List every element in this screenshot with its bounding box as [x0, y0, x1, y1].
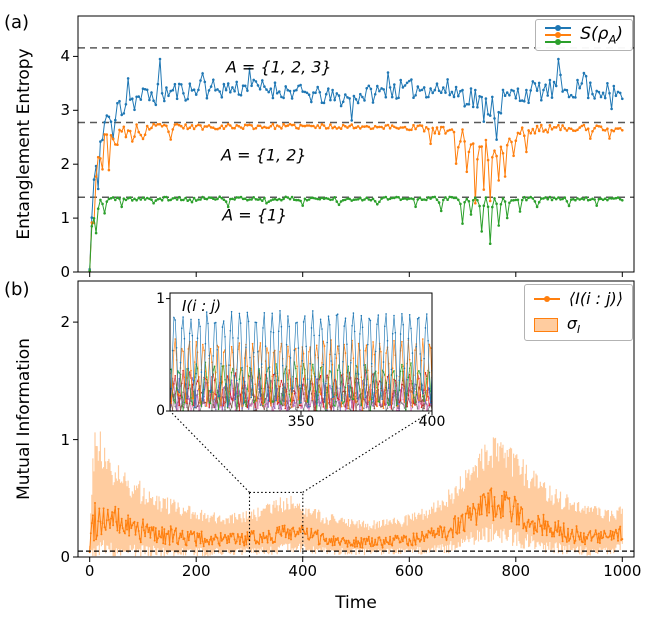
tick-label: 800	[501, 562, 531, 580]
inset-plot	[166, 292, 433, 415]
tick-label: 3	[60, 101, 70, 120]
tick-label: 0	[156, 403, 165, 419]
line-marker-icon	[555, 32, 562, 39]
legend-a-label-sub: A	[608, 32, 617, 47]
legend-b-patch-handle	[533, 318, 558, 333]
zoom-connector-right	[302, 410, 433, 493]
zoom-connector-left	[169, 410, 250, 493]
tick-label: 4	[60, 47, 70, 66]
tick-label: 2	[60, 155, 70, 174]
legend-a-handles	[545, 25, 572, 46]
legend-b-row-sigma: σI	[533, 314, 580, 336]
panel-b-label: (b)	[4, 279, 30, 300]
tick-label: 0	[84, 562, 95, 580]
inset-title: I(i : j)	[182, 297, 222, 315]
entropy-series-markers	[88, 57, 624, 271]
legend-panel-a: S(ρA)	[535, 19, 633, 52]
panel-a-spines	[77, 15, 635, 273]
tick-label: 0	[60, 548, 70, 566]
legend-a-handle-0	[545, 25, 572, 32]
legend-a-label: S(ρA)	[580, 24, 623, 46]
line-marker-icon	[555, 25, 562, 32]
tick-label: 400	[288, 562, 318, 580]
legend-a-label-prefix: S(ρ	[580, 24, 609, 44]
y-axis-label-mutual-info: Mutual Information	[14, 338, 34, 500]
legend-a-handle-1	[545, 32, 572, 39]
legend-b-row-mean: ⟨I(i : j)⟩	[533, 289, 623, 308]
tick-label: 1	[156, 290, 165, 307]
tick-label: 1	[60, 430, 70, 449]
panel-b-plot	[73, 280, 635, 562]
annotation-subsystem-12: A = {1, 2}	[221, 145, 307, 165]
tick-label: 200	[181, 562, 211, 580]
legend-a-handle-2	[545, 39, 572, 46]
sigma-symbol: σ	[566, 314, 577, 333]
tick-label: 1	[60, 209, 70, 228]
tick-label: 2	[60, 313, 70, 332]
legend-b-line-handle	[533, 295, 560, 302]
legend-b-mean-label: ⟨I(i : j)⟩	[568, 289, 623, 308]
x-axis-label-time: Time	[335, 593, 377, 613]
mean-mutual-info-markers	[88, 487, 624, 553]
panel-b-spines	[77, 280, 635, 558]
tick-label: 0	[60, 263, 70, 281]
entropy-series-markers	[88, 195, 624, 273]
entropy-series-line	[89, 196, 623, 271]
legend-b-sigma-label: σI	[567, 314, 580, 336]
tick-label: 350	[287, 414, 315, 430]
panel-a-label: (a)	[4, 12, 30, 33]
panel-a-plot	[73, 15, 635, 277]
annotation-subsystem-1: A = {1}	[222, 205, 288, 225]
legend-panel-b: ⟨I(i : j)⟩ σI	[523, 284, 633, 342]
sigma-subscript: I	[577, 323, 581, 337]
legend-a-label-suffix: )	[616, 24, 623, 44]
tick-label: 1000	[603, 562, 642, 580]
line-marker-icon	[543, 295, 550, 302]
line-marker-icon	[555, 39, 562, 46]
annotation-subsystem-123: A = {1, 2, 3}	[225, 57, 332, 77]
y-axis-label-entanglement: Entanglement Entropy	[14, 48, 34, 240]
tick-label: 400	[418, 414, 446, 430]
tick-label: 600	[394, 562, 424, 580]
